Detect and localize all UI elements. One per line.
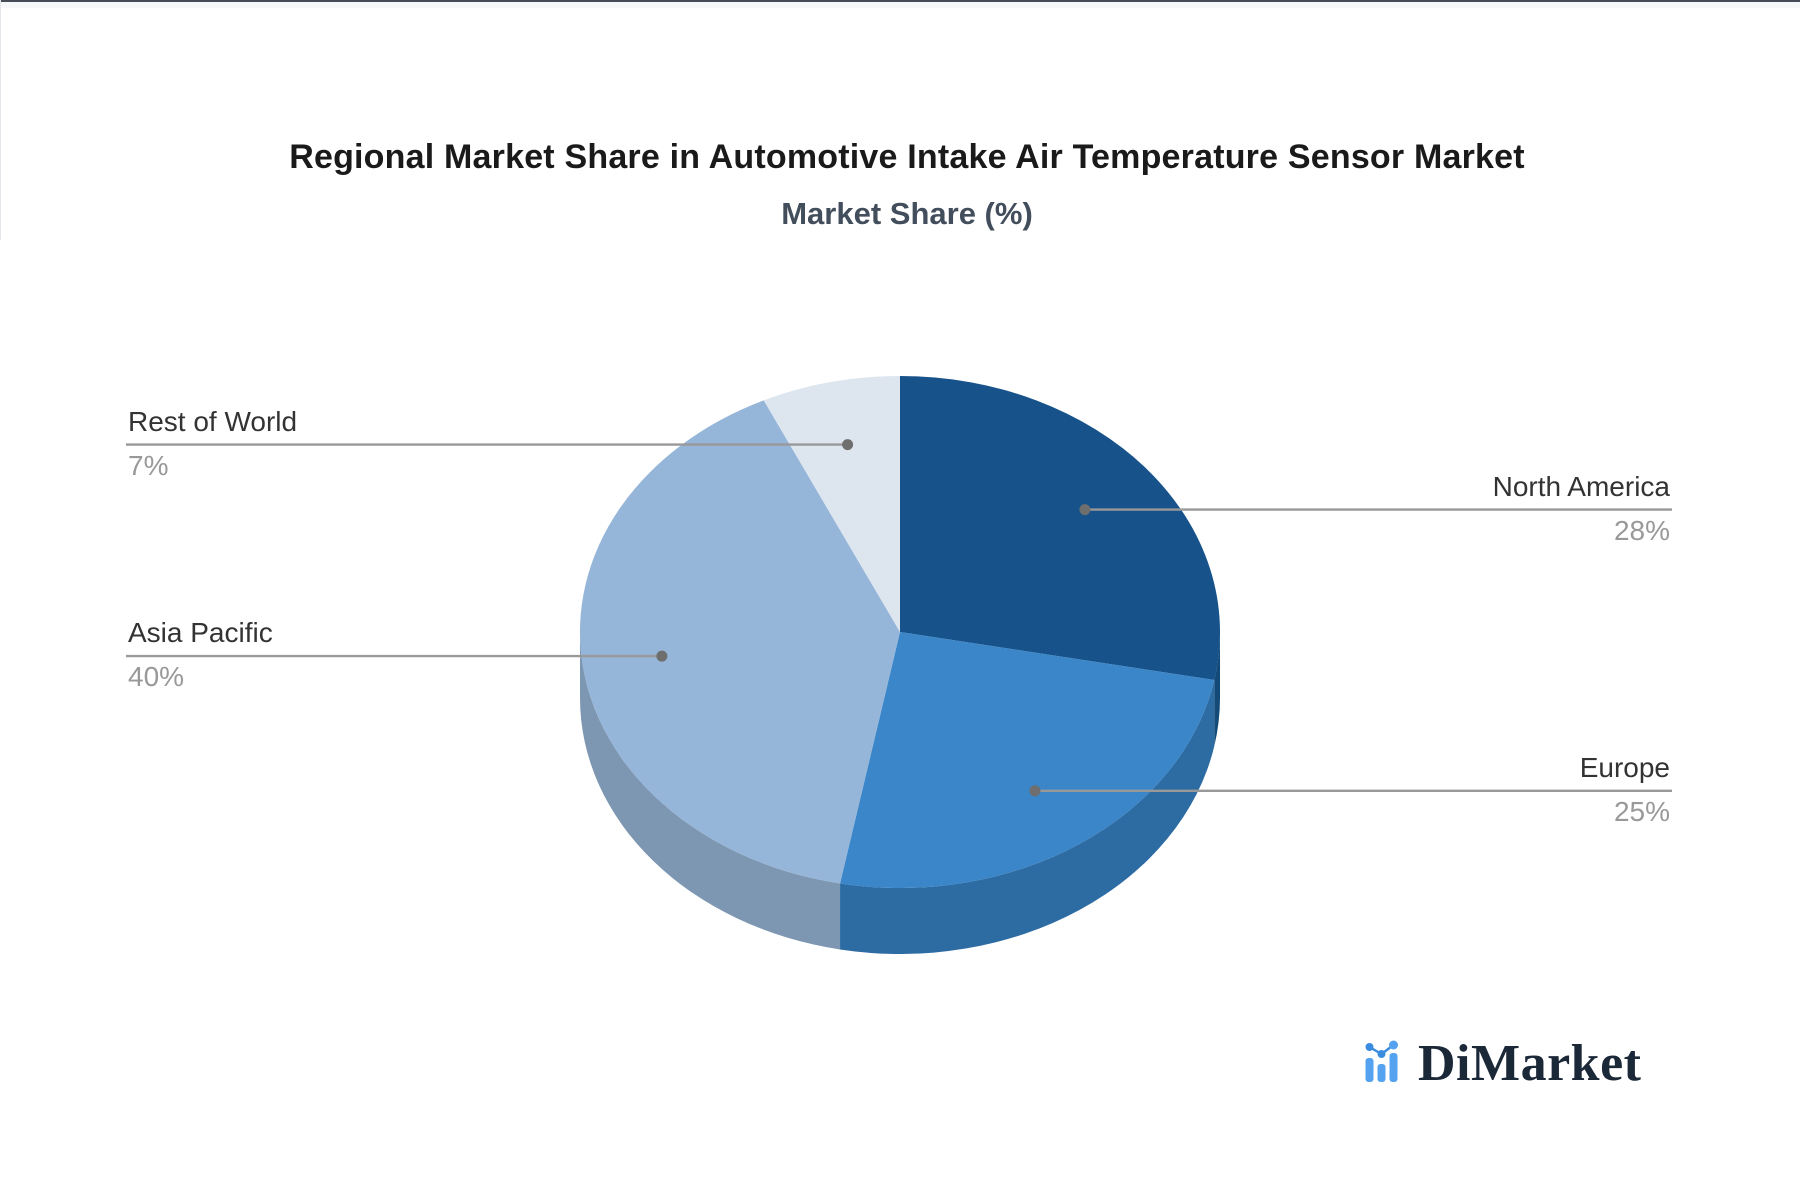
label-name-asia-pacific: Asia Pacific <box>128 617 273 648</box>
pie-slice-side-asia-pacific <box>580 632 841 950</box>
label-value-rest-of-world: 7% <box>128 450 169 481</box>
label-connector-dot-north-america <box>1079 504 1091 516</box>
label-name-north-america: North America <box>1492 471 1670 502</box>
chart-subtitle: Market Share (%) <box>781 196 1033 231</box>
dimarket-logo-text: DiMarket <box>1418 1035 1642 1092</box>
label-connector-dot-rest-of-world <box>842 439 854 451</box>
chart-title: Regional Market Share in Automotive Inta… <box>289 138 1525 176</box>
pie-slice-europe[interactable] <box>840 632 1215 889</box>
label-value-europe: 25% <box>1613 796 1670 827</box>
pie-slice-side-europe <box>840 679 1215 955</box>
label-value-north-america: 28% <box>1613 515 1670 546</box>
label-connector-dot-asia-pacific <box>656 650 668 662</box>
label-name-rest-of-world: Rest of World <box>128 406 298 437</box>
dimarket-logo: DiMarket <box>1364 1035 1654 1100</box>
window-left-border <box>0 0 1 240</box>
pie-slice-rest-of-world[interactable] <box>763 375 900 632</box>
label-name-europe: Europe <box>1579 752 1670 783</box>
window-top-strip <box>0 2 1800 8</box>
pie-slice-asia-pacific[interactable] <box>579 400 900 884</box>
label-value-asia-pacific: 40% <box>128 661 185 692</box>
pie-slice-side-north-america <box>1214 632 1220 746</box>
window-top-border <box>0 0 1800 2</box>
pie-slice-north-america[interactable] <box>900 376 1220 680</box>
dimarket-logo-icon <box>1365 1040 1398 1082</box>
label-connector-dot-europe <box>1029 785 1041 797</box>
